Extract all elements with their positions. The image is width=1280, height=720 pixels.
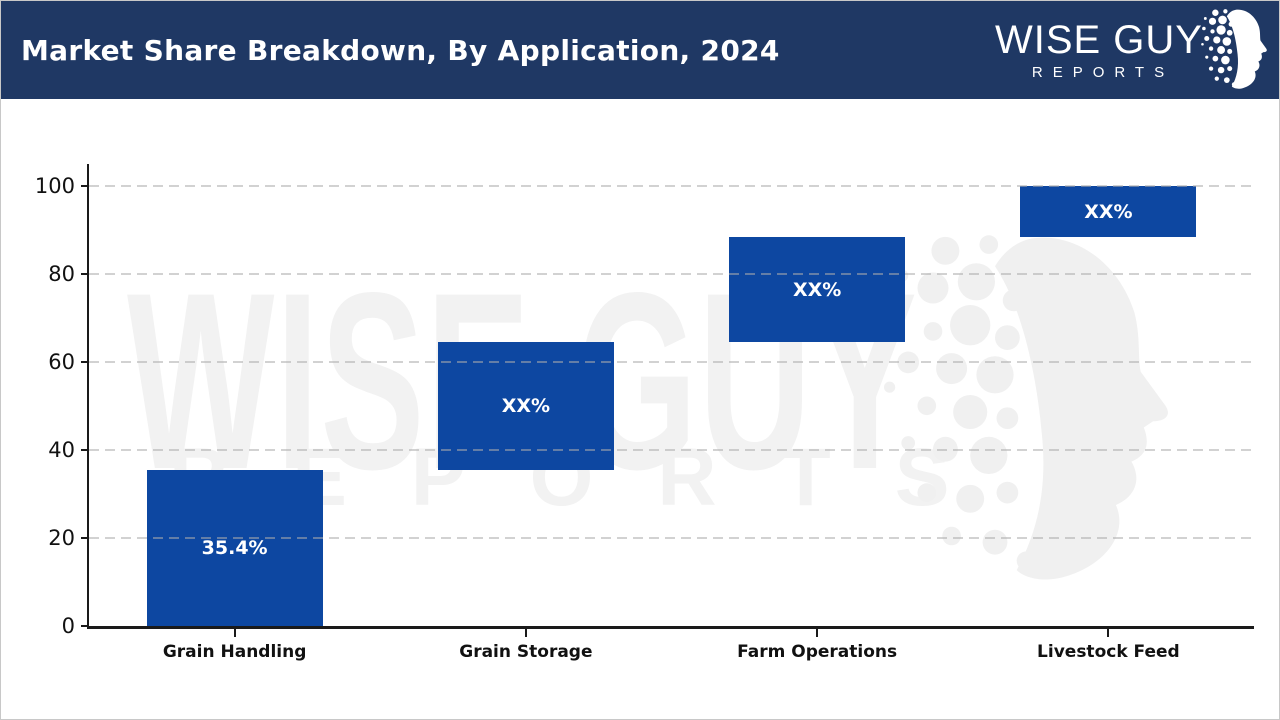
y-tick-label: 100 xyxy=(34,174,75,198)
x-tick-label: Farm Operations xyxy=(737,642,898,662)
y-tick-label: 20 xyxy=(48,526,75,550)
brand-logo: WISE GUY REPORTS xyxy=(995,7,1279,93)
x-tick-label: Grain Storage xyxy=(459,642,593,662)
y-axis-tick xyxy=(81,185,89,187)
y-axis-tick xyxy=(81,273,89,275)
y-tick-label: 40 xyxy=(48,438,75,462)
y-tick-label: 80 xyxy=(48,262,75,286)
y-gridline-80 xyxy=(89,273,1254,275)
brand-subtitle: REPORTS xyxy=(1031,63,1175,81)
bar-value-label: 35.4% xyxy=(201,537,268,560)
x-axis-tick xyxy=(816,629,819,637)
brand-name: WISE GUY xyxy=(994,17,1203,62)
y-gridline-20 xyxy=(89,537,1254,539)
y-gridline-100 xyxy=(89,185,1254,187)
bar-value-label: XX% xyxy=(501,395,551,417)
page-title: Market Share Breakdown, By Application, … xyxy=(21,33,780,67)
bar-grain-storage xyxy=(437,341,614,471)
bar-farm-operations xyxy=(729,237,906,342)
header: Market Share Breakdown, By Application, … xyxy=(1,1,1279,99)
x-tick-label: Grain Handling xyxy=(162,642,307,662)
y-axis-tick xyxy=(81,537,89,539)
y-gridline-40 xyxy=(89,449,1254,451)
bar-value-label: XX% xyxy=(792,278,842,301)
x-axis-tick xyxy=(1107,629,1110,637)
wiseguy-face-watermark-icon xyxy=(871,226,1181,598)
y-axis-tick xyxy=(81,361,89,363)
y-tick-label: 0 xyxy=(61,614,75,638)
wiseguy-face-icon xyxy=(1193,7,1275,93)
brand-text: WISE GUY REPORTS xyxy=(995,20,1203,81)
y-tick-label: 60 xyxy=(48,350,75,374)
bar-grain-handling xyxy=(146,470,323,626)
y-axis-tick xyxy=(81,449,89,451)
y-axis-tick xyxy=(81,625,89,627)
y-gridline-60 xyxy=(89,361,1254,363)
x-axis-tick xyxy=(233,629,236,637)
bar-value-label: XX% xyxy=(1084,200,1133,223)
x-axis xyxy=(89,626,1254,629)
x-tick-label: Livestock Feed xyxy=(1037,642,1180,662)
bar-livestock-feed xyxy=(1020,186,1197,238)
x-axis-tick xyxy=(524,629,527,637)
y-axis xyxy=(87,164,89,629)
